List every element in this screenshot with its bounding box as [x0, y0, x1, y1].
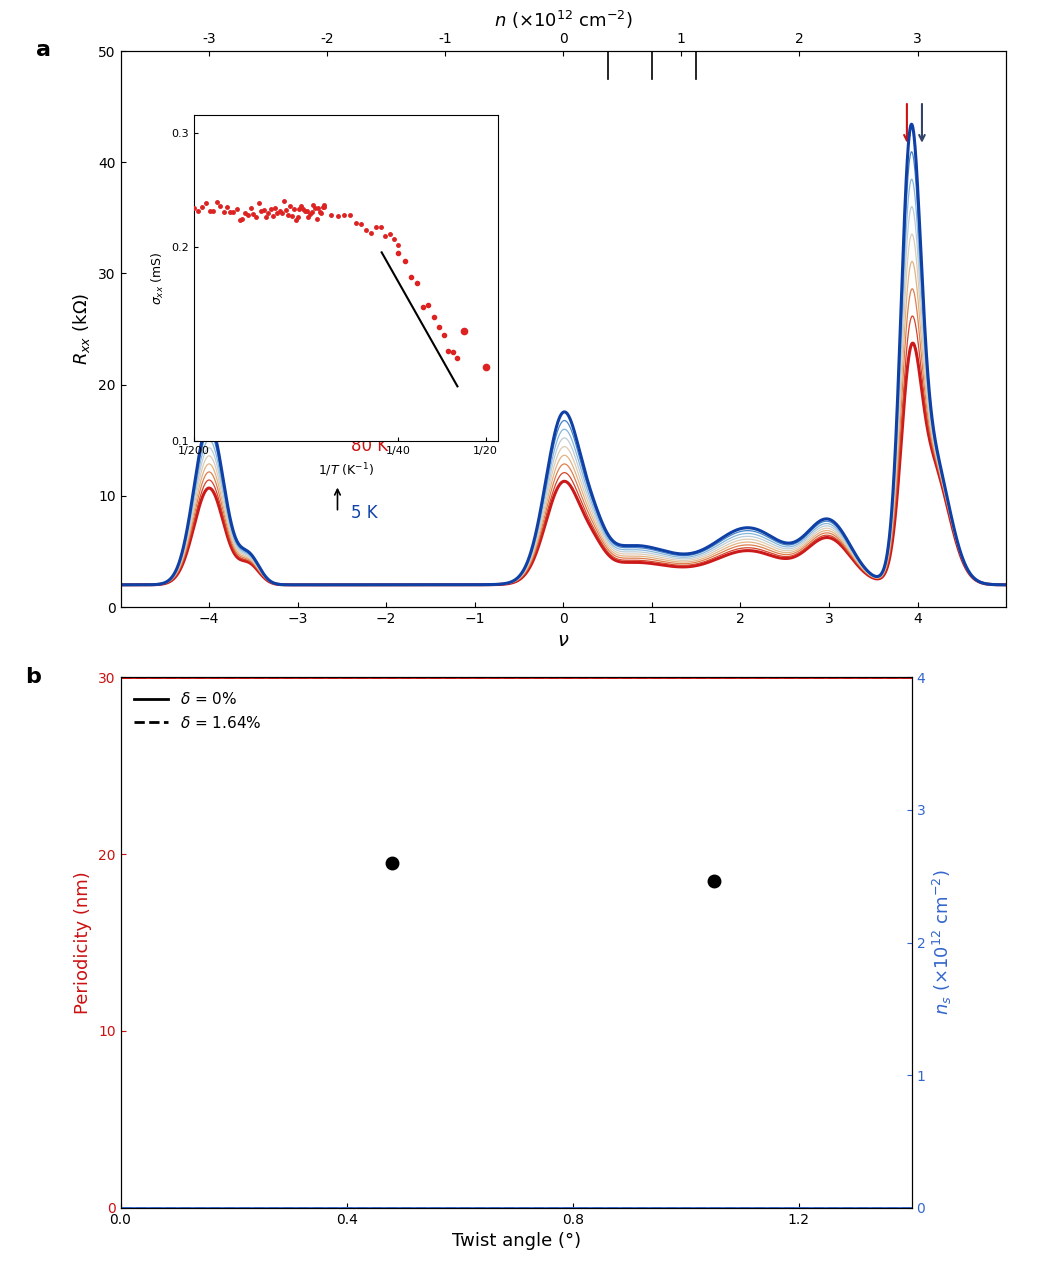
Text: b: b — [25, 667, 42, 686]
X-axis label: $n$ ($\times10^{12}$ cm$^{-2}$): $n$ ($\times10^{12}$ cm$^{-2}$) — [494, 9, 633, 31]
Legend: $\delta$ = 0%, $\delta$ = 1.64%: $\delta$ = 0%, $\delta$ = 1.64% — [128, 685, 267, 737]
Y-axis label: $R_{xx}$ (k$\Omega$): $R_{xx}$ (k$\Omega$) — [71, 293, 92, 366]
Text: 80 K: 80 K — [351, 437, 388, 455]
Y-axis label: $n_s$ ($\times10^{12}$ cm$^{-2}$): $n_s$ ($\times10^{12}$ cm$^{-2}$) — [931, 869, 954, 1016]
X-axis label: $1/T$ (K$^{-1}$): $1/T$ (K$^{-1}$) — [318, 461, 374, 479]
Text: a: a — [37, 40, 51, 60]
X-axis label: $\nu$: $\nu$ — [558, 631, 569, 651]
Y-axis label: $\sigma_{xx}$ (mS): $\sigma_{xx}$ (mS) — [150, 252, 166, 304]
Y-axis label: Periodicity (nm): Periodicity (nm) — [74, 872, 92, 1013]
Text: 5 K: 5 K — [351, 504, 377, 523]
X-axis label: Twist angle (°): Twist angle (°) — [452, 1232, 581, 1250]
